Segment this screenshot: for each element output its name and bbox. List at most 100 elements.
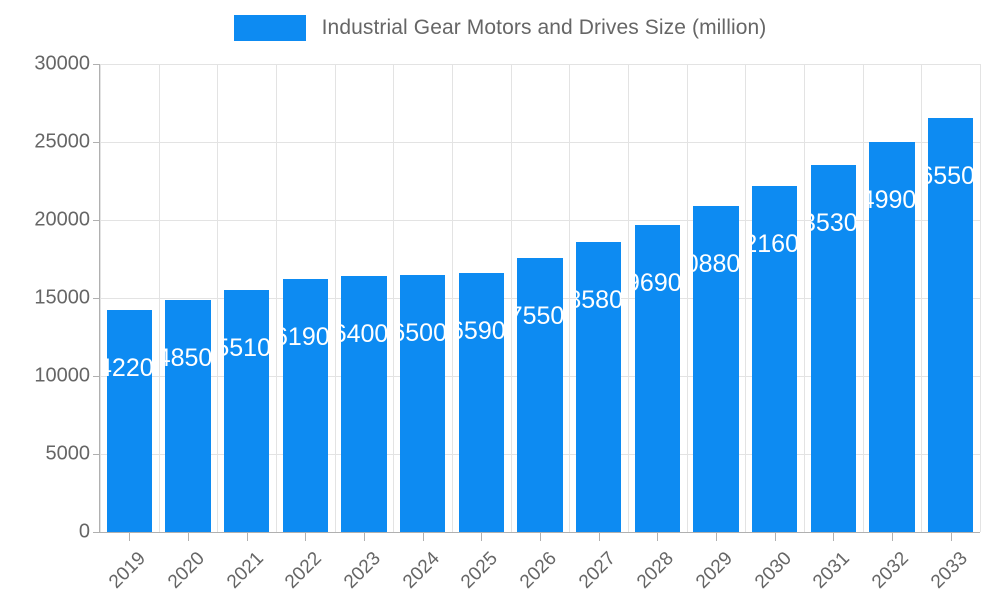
bar[interactable]: 17550.8 <box>517 258 563 532</box>
y-axis-tick-mark <box>93 220 100 221</box>
y-axis-tick-label: 10000 <box>34 364 90 387</box>
gridline-vertical <box>159 64 160 532</box>
bar[interactable]: 15510.1 <box>224 290 270 532</box>
x-axis-tick-label: 2026 <box>516 548 561 593</box>
gridline-vertical <box>980 64 981 532</box>
bar[interactable]: 14220.6 <box>106 310 152 532</box>
legend-label: Industrial Gear Motors and Drives Size (… <box>321 16 767 39</box>
bar[interactable]: 23530.9 <box>810 164 856 532</box>
legend-color-swatch <box>233 15 306 41</box>
y-axis-tick-mark <box>93 142 100 143</box>
bar-slot: 14850.5 <box>165 64 211 532</box>
bar-value-label: 14220.6 <box>107 354 152 383</box>
x-axis-tick-mark <box>950 533 952 541</box>
gridline-vertical <box>804 64 805 532</box>
x-axis-tick-mark <box>540 533 541 541</box>
x-axis-tick-label: 2021 <box>222 548 268 593</box>
bar-value-label: 20880.4 <box>693 250 739 279</box>
gridline-vertical <box>687 64 688 532</box>
gridline-vertical <box>921 64 922 532</box>
x-axis-tick-label: 2024 <box>398 548 444 593</box>
bar[interactable]: 16500.2 <box>400 274 446 532</box>
x-axis-line <box>99 532 980 533</box>
y-axis-tick-label: 5000 <box>45 442 91 465</box>
bar[interactable]: 16590.3 <box>458 273 504 532</box>
y-axis-tick-label: 25000 <box>34 130 90 153</box>
bar-chart: Industrial Gear Motors and Drives Size (… <box>0 8 1000 593</box>
bar-series: 14220.6 14850.5 15510.1 16190.6 16400.7 16500… <box>100 64 980 532</box>
bar-slot: 16400.7 <box>341 64 387 532</box>
x-axis-tick-label: 2032 <box>868 548 913 593</box>
x-axis-tick-label: 2031 <box>809 548 855 593</box>
x-axis-tick-label: 2029 <box>692 548 737 593</box>
x-axis-tick-label: 2019 <box>105 548 151 593</box>
x-axis-tick-mark <box>481 533 483 541</box>
gridline-horizontal <box>100 64 980 65</box>
bar[interactable]: 14850.5 <box>165 300 211 532</box>
bar-value-label: 16400.7 <box>341 320 387 349</box>
y-axis-tick-mark <box>93 454 100 455</box>
x-axis-tick-label: 2020 <box>164 548 209 593</box>
y-axis-tick-mark <box>93 298 100 299</box>
x-axis-tick-label: 2033 <box>926 548 972 593</box>
x-axis-tick-mark <box>422 533 424 541</box>
x-axis-tick-label: 2027 <box>574 548 620 593</box>
bar[interactable]: 22160.5 <box>752 186 798 532</box>
bar[interactable]: 20880.4 <box>693 206 739 532</box>
y-axis-tick-label: 15000 <box>34 286 90 309</box>
y-axis-tick-mark <box>93 64 100 65</box>
gridline-horizontal <box>100 220 980 221</box>
x-axis-tick-mark <box>598 533 600 541</box>
bar-value-label: 14850.5 <box>165 344 211 373</box>
bar-slot: 16500.2 <box>400 64 446 532</box>
bar-value-label: 23530.9 <box>811 208 856 237</box>
gridline-vertical <box>452 64 453 532</box>
bar-value-label: 19690.3 <box>635 268 680 297</box>
bar[interactable]: 18580.5 <box>576 242 622 532</box>
bar[interactable]: 26550.4 <box>928 117 974 532</box>
bar-value-label: 17550.8 <box>517 302 563 331</box>
x-axis-tick-mark <box>716 533 717 541</box>
gridline-vertical <box>335 64 336 532</box>
bar-slot: 15510.1 <box>224 64 270 532</box>
chart-legend: Industrial Gear Motors and Drives Size (… <box>0 8 1000 48</box>
bar-slot: 17550.8 <box>517 64 563 532</box>
y-axis-tick-mark <box>93 376 100 377</box>
bar-slot: 18580.5 <box>576 64 622 532</box>
gridline-vertical <box>511 64 512 532</box>
bar-slot: 14220.6 <box>106 64 152 532</box>
bar-slot: 19690.3 <box>634 64 680 532</box>
bar-slot: 20880.4 <box>693 64 739 532</box>
y-axis-tick-mark <box>93 532 100 533</box>
gridline-vertical <box>569 64 570 532</box>
bar[interactable]: 16400.7 <box>341 276 387 532</box>
bar-slot: 24990.7 <box>869 64 915 532</box>
bar[interactable]: 24990.7 <box>869 142 915 532</box>
bar-value-label: 18580.5 <box>576 286 622 315</box>
bar-value-label: 26550.4 <box>928 161 974 190</box>
bar-value-label: 16590.3 <box>459 317 504 346</box>
x-axis-tick-mark <box>833 533 835 541</box>
x-axis-tick-mark <box>364 533 365 541</box>
gridline-vertical <box>745 64 746 532</box>
x-axis-tick-label: 2030 <box>750 548 796 593</box>
x-axis-tick-mark <box>246 533 248 541</box>
gridline-vertical <box>217 64 218 532</box>
bar-value-label: 24990.7 <box>869 186 915 215</box>
bar[interactable]: 19690.3 <box>634 224 680 532</box>
x-axis-tick-mark <box>305 533 307 541</box>
y-axis-tick-label: 0 <box>78 520 90 543</box>
bar-slot: 16590.3 <box>458 64 504 532</box>
bar[interactable]: 16190.6 <box>282 279 328 532</box>
bar-slot: 23530.9 <box>810 64 856 532</box>
bar-slot: 22160.5 <box>752 64 798 532</box>
gridline-vertical <box>100 64 101 532</box>
x-axis-tick-mark <box>892 533 893 541</box>
bar-value-label: 15510.1 <box>224 334 270 363</box>
bar-slot: 16190.6 <box>282 64 328 532</box>
gridline-vertical <box>863 64 864 532</box>
y-axis-tick-label: 30000 <box>34 52 90 75</box>
x-axis-tick-label: 2022 <box>281 548 327 593</box>
gridline-vertical <box>393 64 394 532</box>
bar-value-label: 22160.5 <box>752 230 798 259</box>
